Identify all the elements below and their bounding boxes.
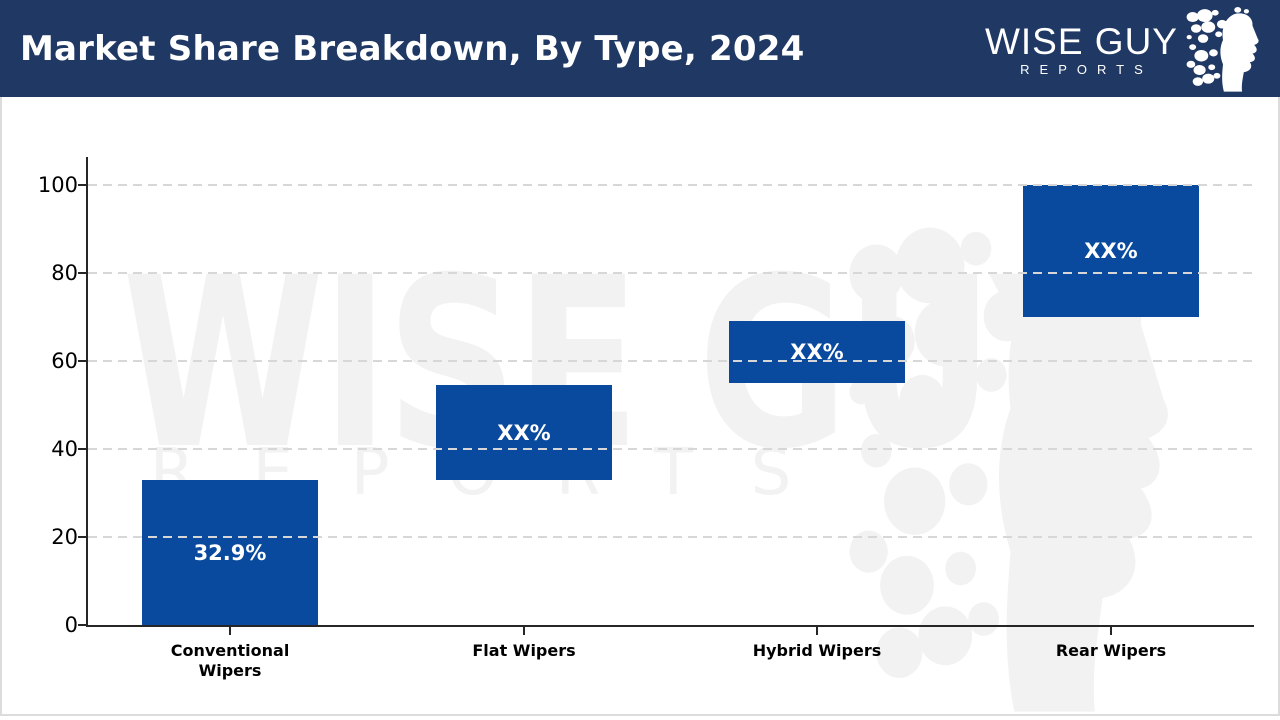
bar-value-label: XX% [497, 420, 551, 445]
y-tick-label-40: 40 [51, 437, 78, 461]
gridline-40 [88, 448, 1253, 450]
x-axis-line [86, 625, 1254, 627]
y-tick-label-60: 60 [51, 349, 78, 373]
bar-rear-wipers [1023, 185, 1199, 317]
y-tick-mark-40 [78, 448, 86, 450]
bar-hybrid-wipers [729, 321, 905, 383]
y-tick-mark-60 [78, 360, 86, 362]
x-category-label: Hybrid Wipers [752, 641, 882, 660]
x-category-label: Flat Wipers [472, 641, 576, 660]
logo: WISE GUY REPORTS [985, 6, 1262, 94]
bar-flat-wipers [436, 385, 612, 481]
x-tick-mark-4 [1110, 627, 1112, 635]
y-axis-line [86, 157, 88, 627]
bar-value-label: 32.9% [193, 540, 267, 565]
logo-wordmark: WISE GUY [984, 20, 1178, 62]
x-tick-mark-2 [523, 627, 525, 635]
page-border [0, 97, 1280, 716]
gridline-80 [88, 272, 1253, 274]
gridline-60 [88, 360, 1253, 362]
y-tick-label-20: 20 [51, 525, 78, 549]
y-tick-mark-100 [78, 184, 86, 186]
y-tick-mark-0 [78, 624, 86, 626]
page-title: Market Share Breakdown, By Type, 2024 [20, 28, 805, 69]
header-bar: Market Share Breakdown, By Type, 2024 WI… [0, 0, 1280, 97]
y-tick-label-100: 100 [37, 173, 78, 197]
logo-subtitle: REPORTS [1020, 62, 1153, 78]
x-category-label: Conventional Wipers [170, 641, 290, 680]
y-tick-mark-80 [78, 272, 86, 274]
logo-text: WISE GUY REPORTS [984, 20, 1178, 78]
x-tick-mark-1 [229, 627, 231, 635]
gridline-100 [88, 184, 1253, 186]
bar-conventional-wipers [142, 480, 318, 625]
x-tick-mark-3 [816, 627, 818, 635]
bar-value-label: XX% [790, 340, 844, 365]
bar-value-label: XX% [1084, 239, 1138, 263]
y-tick-label-0: 0 [64, 613, 78, 637]
y-tick-mark-20 [78, 536, 86, 538]
logo-head-icon [1186, 7, 1259, 92]
gridline-20 [88, 536, 1253, 538]
x-category-label: Rear Wipers [1055, 641, 1167, 660]
y-tick-label-80: 80 [51, 261, 78, 285]
